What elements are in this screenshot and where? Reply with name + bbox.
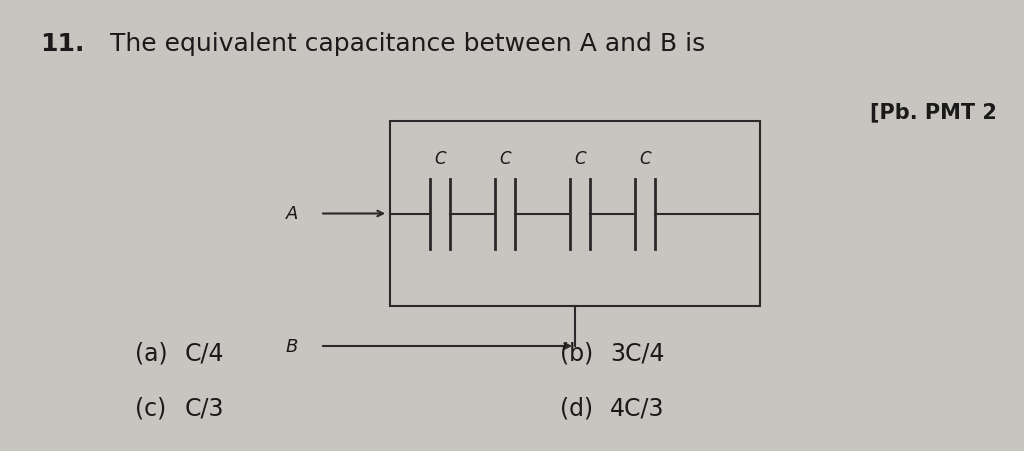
Text: (d): (d)	[560, 396, 593, 420]
Text: C: C	[639, 149, 651, 167]
Text: A: A	[286, 205, 298, 223]
Text: 11.: 11.	[40, 32, 84, 56]
Text: (c): (c)	[135, 396, 166, 420]
Text: (a): (a)	[135, 341, 168, 365]
Text: 4C/3: 4C/3	[610, 396, 665, 420]
Text: (b): (b)	[560, 341, 593, 365]
Text: [Pb. PMT 2: [Pb. PMT 2	[870, 102, 997, 122]
Text: The equivalent capacitance between A and B is: The equivalent capacitance between A and…	[110, 32, 706, 56]
Text: C: C	[434, 149, 445, 167]
Text: B: B	[286, 337, 298, 355]
Text: C/3: C/3	[185, 396, 224, 420]
Bar	[390, 122, 760, 306]
Text: C: C	[499, 149, 511, 167]
Text: C: C	[574, 149, 586, 167]
Text: 3C/4: 3C/4	[610, 341, 665, 365]
Text: C/4: C/4	[185, 341, 224, 365]
